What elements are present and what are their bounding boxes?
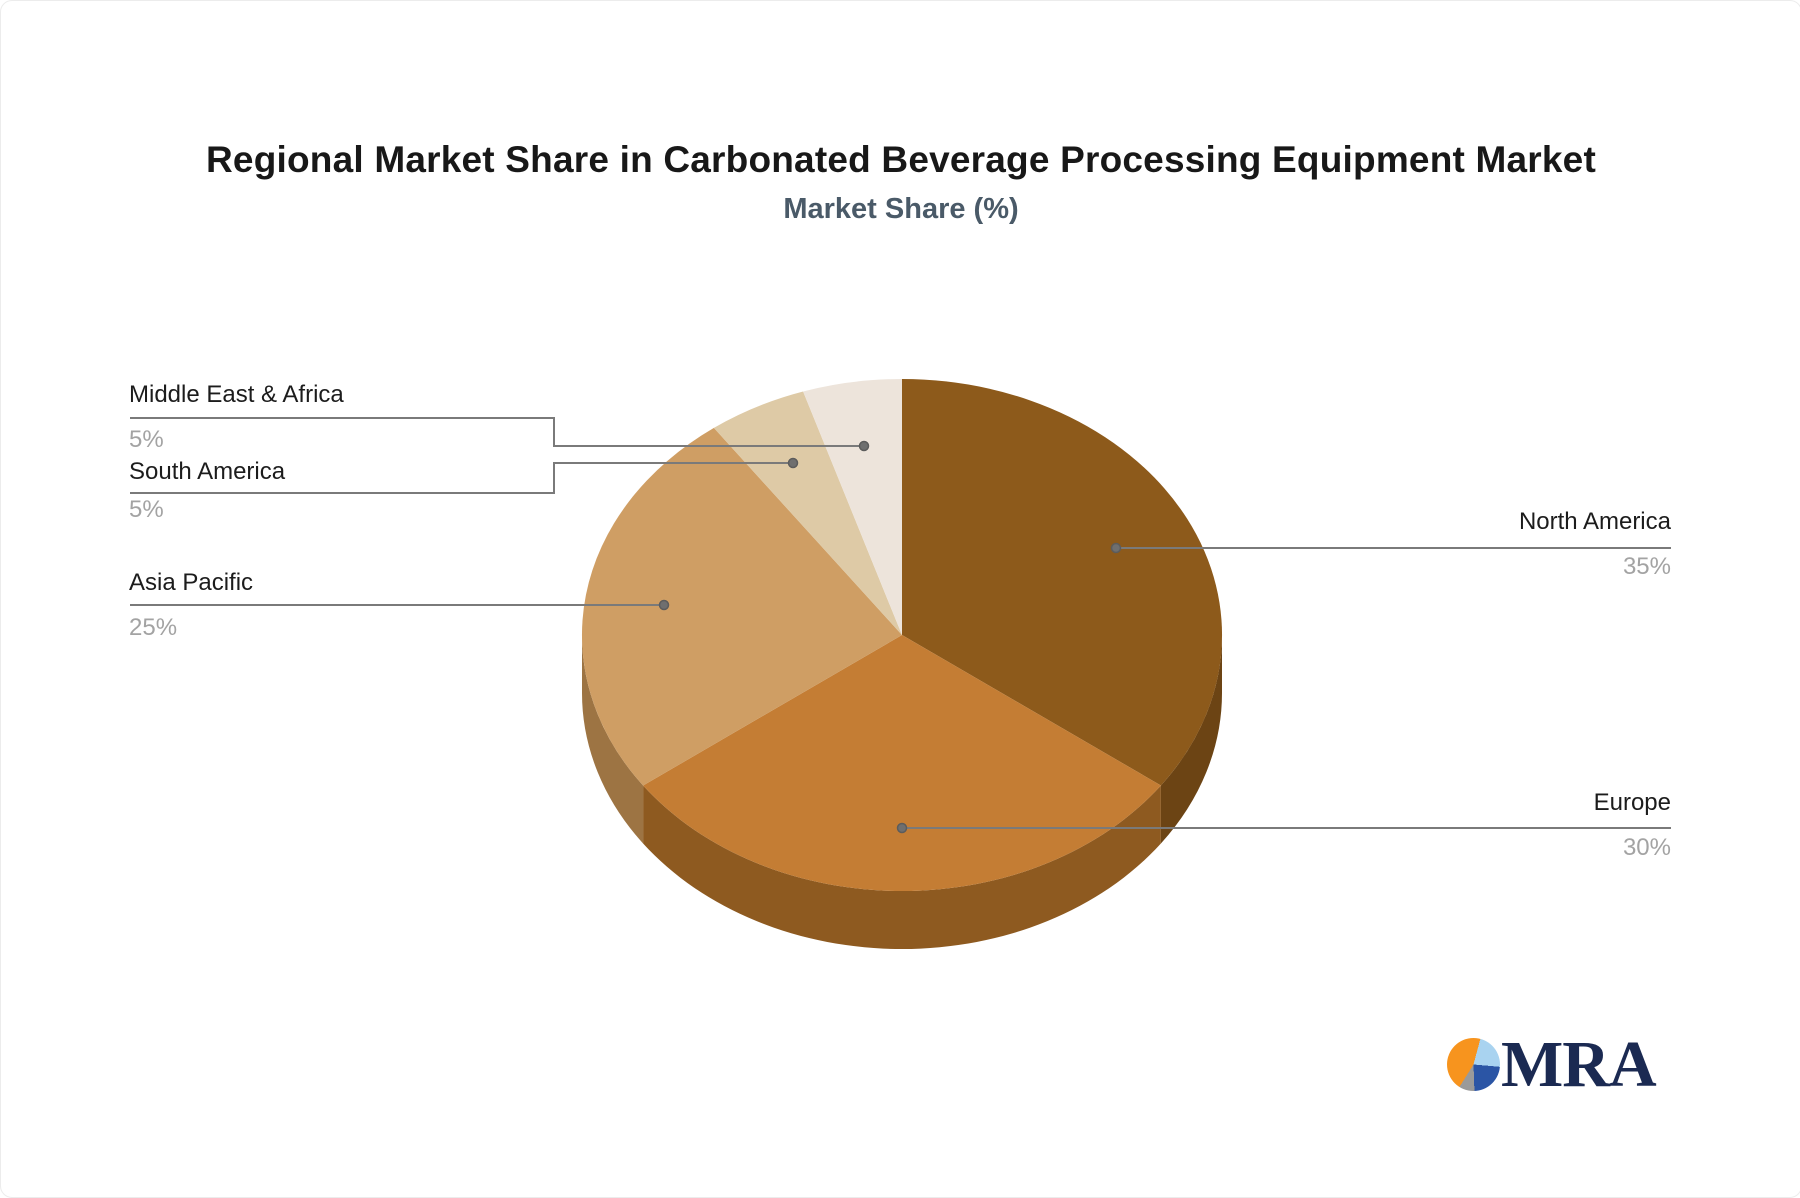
label-connector-dot <box>787 457 799 469</box>
chart-title: Regional Market Share in Carbonated Beve… <box>206 139 1596 180</box>
pie-slice-side <box>643 785 1161 950</box>
slice-label-south-america: South America <box>129 458 286 485</box>
label-connector-dot <box>1110 542 1122 554</box>
slice-percent-asia-pacific: 25% <box>129 614 178 641</box>
pie-slice-side <box>582 635 644 844</box>
pie-slice-side <box>1160 635 1222 844</box>
label-connector-line <box>130 462 793 494</box>
chart-subtitle: Market Share (%) <box>783 193 1019 225</box>
pie-chart-logo-icon <box>1447 1038 1500 1092</box>
brand-logo: MRA <box>1447 1028 1657 1101</box>
pie-slice[interactable] <box>581 427 902 786</box>
slice-percent-europe: 30% <box>1622 834 1671 861</box>
slice-percent-north-america: 35% <box>1622 553 1671 580</box>
brand-logo-text: MRA <box>1501 1028 1657 1101</box>
slice-label-asia-pacific: Asia Pacific <box>129 569 254 596</box>
slice-percent-middle-east-africa: 5% <box>129 426 164 453</box>
slice-label-middle-east-africa: Middle East & Africa <box>129 381 344 408</box>
label-connector-dot <box>896 822 908 834</box>
pie-slice[interactable] <box>902 379 1223 786</box>
label-connector-dot <box>858 440 870 452</box>
pie-slice[interactable] <box>803 379 902 635</box>
slice-percent-south-america: 5% <box>129 496 164 523</box>
label-connector-dot <box>658 599 670 611</box>
pie-slice[interactable] <box>713 391 902 636</box>
slice-label-north-america: North America <box>1518 508 1671 535</box>
label-connector-line <box>130 417 864 447</box>
slice-label-europe: Europe <box>1593 789 1671 816</box>
